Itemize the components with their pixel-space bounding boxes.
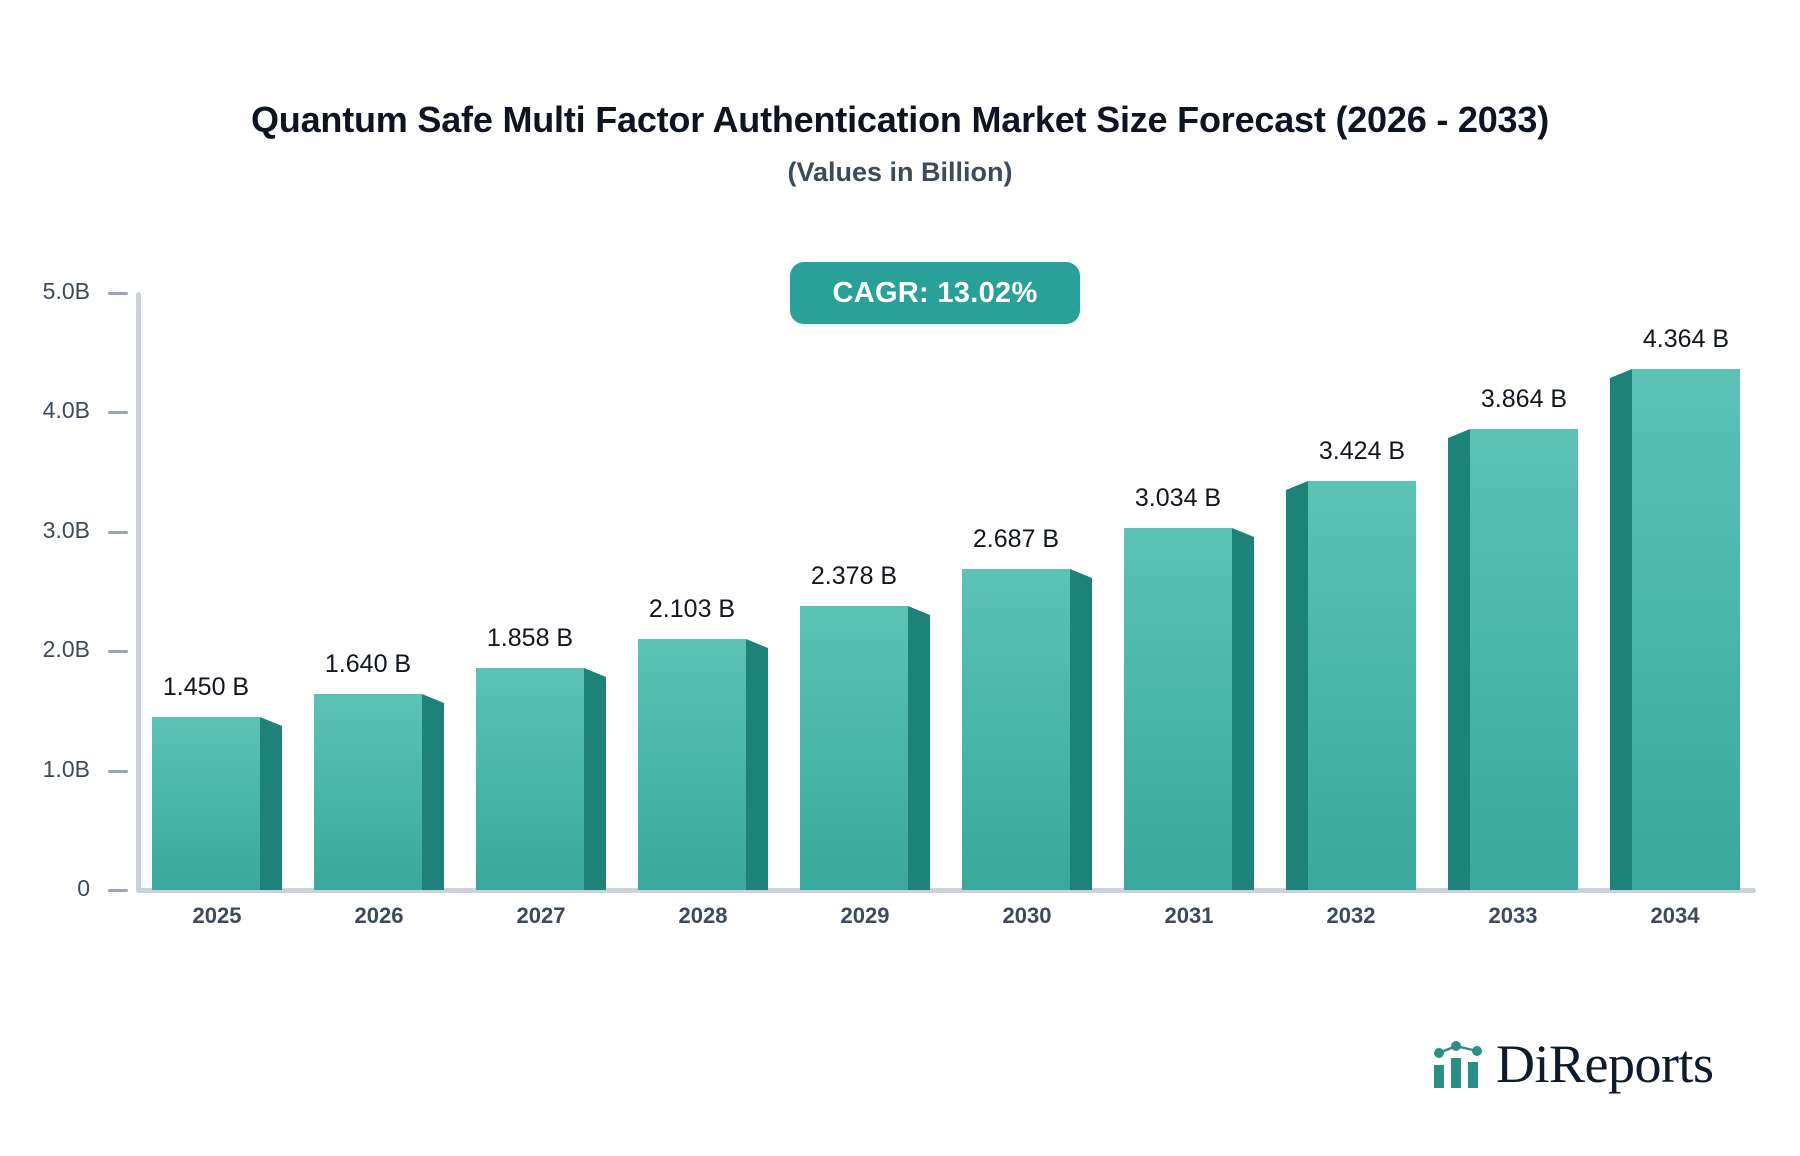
y-axis-tick-mark [108,411,128,415]
bar-side-top [746,638,768,648]
chart-subtitle: (Values in Billion) [787,156,1013,187]
bar [1632,368,1740,890]
x-axis-label: 2032 [1326,903,1376,928]
bar-side-top [1286,481,1308,491]
bar-value-label: 1.858 B [486,624,574,653]
y-axis-tick-label: 2.0B [42,636,90,663]
y-axis-tick-mark [108,292,128,295]
y-axis-tick-label: 3.0B [42,516,90,543]
bar-side-top [260,716,282,726]
bar-value-label: 2.103 B [648,594,736,623]
x-axis-label: 2026 [354,903,404,928]
bar-side-panel [422,703,444,890]
bar-value-label: 2.687 B [972,525,1060,554]
y-axis-tick-label: 5.0B [42,278,90,304]
x-axis-label: 2028 [678,903,728,928]
chart-header: Quantum Safe Multi Factor Authentication… [0,100,1800,187]
bar-value-label: 3.034 B [1134,483,1222,512]
y-axis-tick-mark [108,889,128,892]
y-axis-tick-mark [108,769,128,773]
x-axis-label: 2025 [192,903,242,928]
x-axis-label: 2029 [840,903,890,928]
logo-text: DiReports [1496,1033,1714,1094]
bar-side-panel [1448,437,1470,890]
bar-side-top [1232,527,1254,537]
bar-value-label: 4.364 B [1642,324,1730,353]
page-title: Quantum Safe Multi Factor Authentication… [251,99,1549,140]
bar-side-panel [1232,536,1254,890]
bar-side-panel [1070,578,1092,890]
x-axis-label: 2031 [1164,903,1214,928]
bar-side-top [1448,428,1470,438]
x-axis-line [136,888,1756,893]
x-axis-label: 2030 [1002,903,1052,928]
bar [800,606,908,890]
bar [1308,481,1416,890]
bar-side-panel [908,615,930,890]
x-axis-label: 2034 [1650,903,1700,928]
bar [314,694,422,890]
bar-value-label: 1.640 B [324,650,412,679]
bar [1470,428,1578,890]
y-axis-tick-label: 1.0B [42,755,90,782]
bar [1124,527,1232,890]
bar-value-label: 3.424 B [1318,437,1406,466]
direports-logo: DiReports [1432,1033,1714,1094]
y-axis-tick-label: 4.0B [42,397,90,424]
y-axis-tick-label: 0 [77,875,90,901]
cagr-badge: CAGR: 13.02% [790,262,1080,324]
bar-side-top [1610,368,1632,378]
bar-side-top [1070,569,1092,579]
cagr-badge-label: CAGR: 13.02% [832,276,1038,309]
bar-value-label: 2.378 B [810,562,898,591]
bar-value-label: 3.864 B [1480,384,1568,413]
x-axis-label: 2027 [516,903,566,928]
bar-chart-logo-icon [1434,1041,1482,1088]
bar-side-panel [746,647,768,890]
bar [638,638,746,890]
bar-side-panel [1286,490,1308,890]
bar [962,569,1070,890]
y-axis-tick-mark [108,650,128,654]
bar [152,716,260,890]
bar [476,668,584,890]
bar-side-top [584,668,606,678]
y-axis-line [136,292,141,892]
bar-value-label: 1.450 B [162,672,250,701]
bar-side-panel [584,677,606,890]
bar-side-top [422,694,444,704]
bar-side-panel [260,725,282,890]
bar-side-panel [1610,377,1632,890]
x-axis-label: 2033 [1488,903,1538,928]
bar-side-top [908,606,930,616]
y-axis-tick-mark [108,530,128,534]
